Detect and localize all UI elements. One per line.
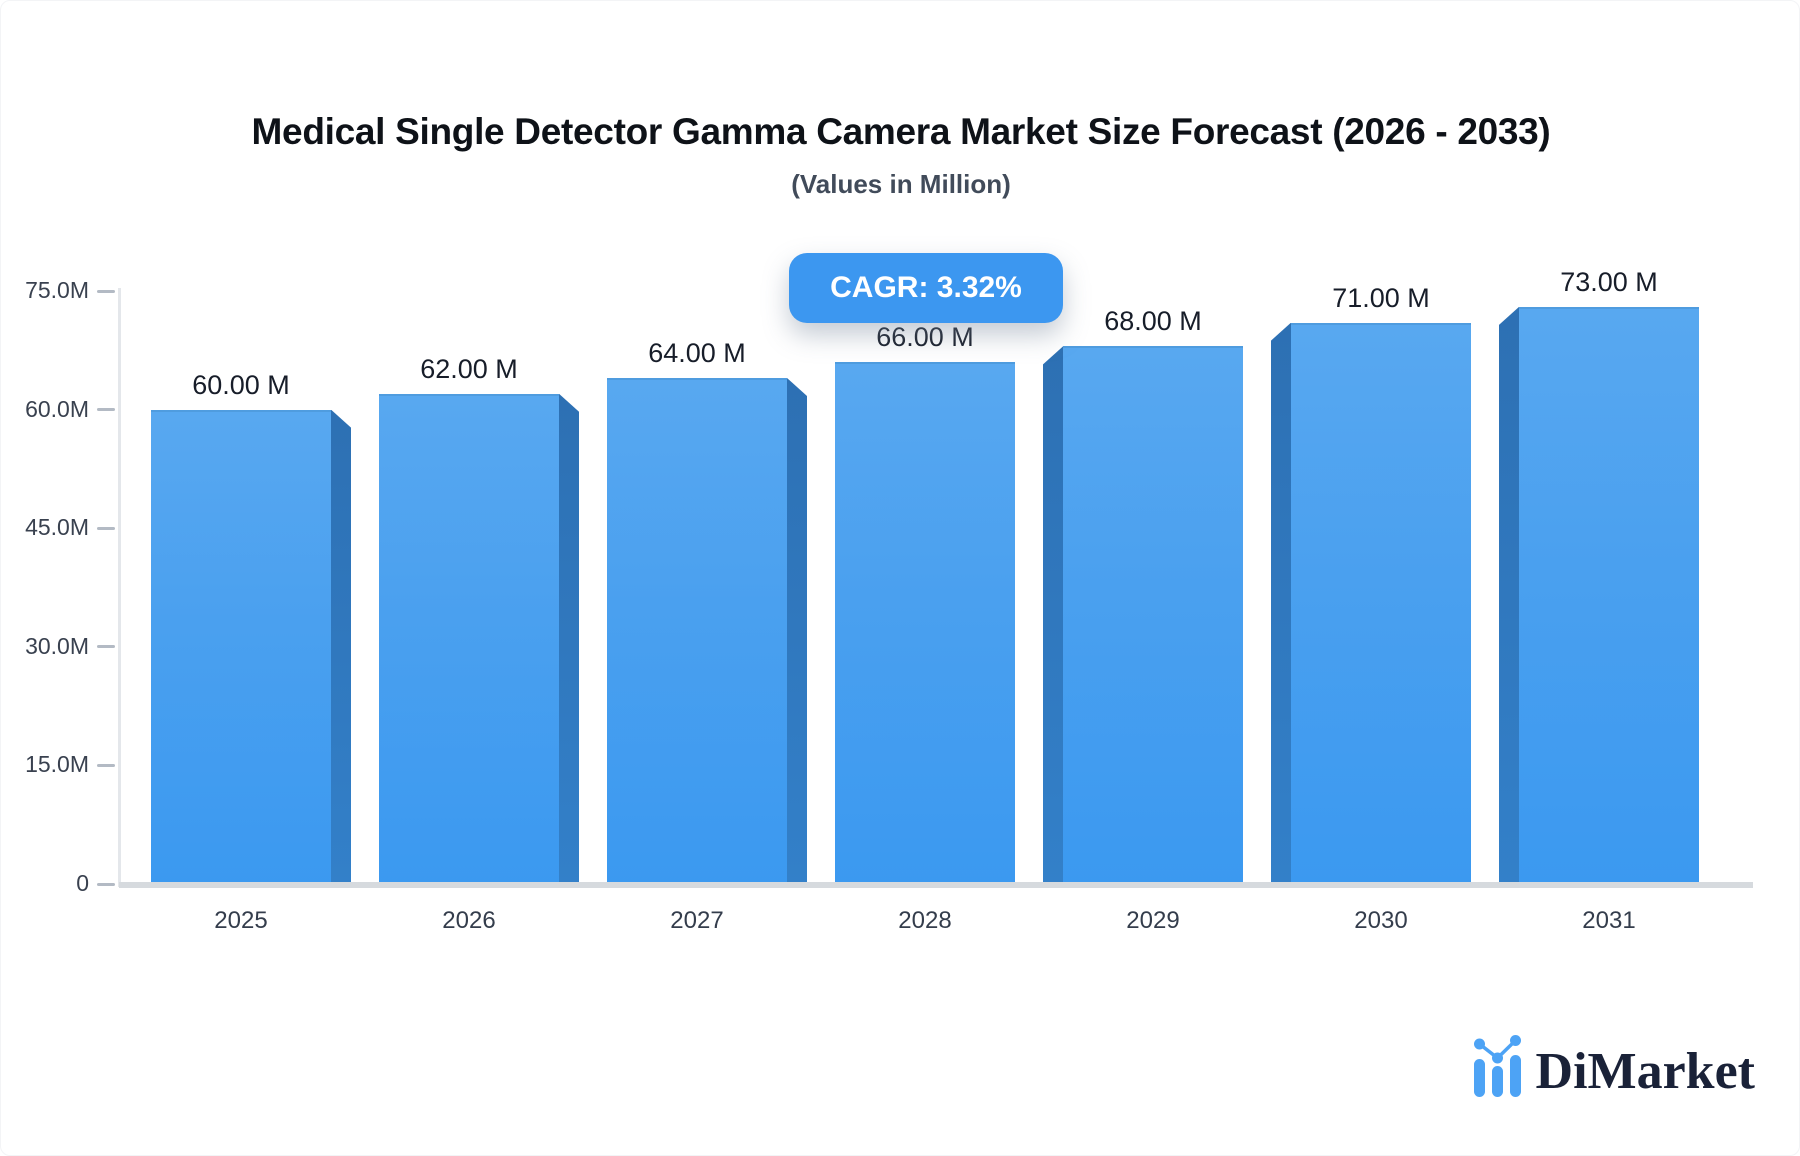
- bar-2031[interactable]: [1519, 306, 1699, 884]
- x-category-label: 2029: [1126, 907, 1180, 934]
- y-tick-label: 30.0M: [25, 632, 89, 659]
- cagr-badge: CAGR: 3.32%: [789, 253, 1063, 323]
- y-tick-label: 15.0M: [25, 751, 89, 778]
- bar-value-label: 68.00 M: [1104, 306, 1202, 337]
- x-category-label: 2030: [1354, 907, 1408, 934]
- bar-side-face: [1043, 346, 1063, 884]
- bar-2025[interactable]: [151, 409, 331, 884]
- bar-side-face: [331, 409, 351, 884]
- bar-value-label: 62.00 M: [420, 353, 518, 384]
- bar-2029[interactable]: [1063, 346, 1243, 884]
- x-category-label: 2028: [898, 907, 952, 934]
- y-tick-label: 0: [76, 870, 89, 896]
- x-category-label: 2026: [442, 907, 496, 934]
- bar-side-face: [1271, 322, 1291, 884]
- bar-2027[interactable]: [607, 377, 787, 884]
- chart-title: Medical Single Detector Gamma Camera Mar…: [251, 111, 1551, 152]
- x-category-label: 2031: [1582, 907, 1636, 934]
- chart-subtitle: (Values in Million): [791, 169, 1011, 199]
- y-axis-line: [118, 288, 121, 887]
- y-tick-label: 60.0M: [25, 395, 89, 422]
- bar-2026[interactable]: [379, 393, 559, 884]
- bar-side-face: [1499, 306, 1519, 884]
- bar-value-label: 64.00 M: [648, 337, 746, 368]
- x-category-label: 2025: [214, 907, 268, 934]
- y-tick-mark: [97, 526, 115, 530]
- bar-value-label: 71.00 M: [1332, 282, 1430, 313]
- bar-value-label: 73.00 M: [1560, 266, 1658, 297]
- bar-value-label: 66.00 M: [876, 322, 974, 353]
- y-tick-mark: [97, 882, 115, 886]
- bar-side-face: [787, 377, 807, 884]
- bar-line-chart-icon: [1473, 1035, 1521, 1097]
- y-tick-mark: [97, 408, 115, 412]
- bar-2028[interactable]: [835, 362, 1015, 884]
- x-axis-baseline: [119, 882, 1753, 888]
- bar-side-face: [559, 393, 579, 884]
- bar-value-label: 60.00 M: [192, 369, 290, 400]
- brand-name: DiMarket: [1535, 1043, 1755, 1100]
- y-tick-mark: [97, 645, 115, 649]
- brand-logo: DiMarket: [1473, 1035, 1755, 1100]
- y-tick-label: 45.0M: [25, 514, 89, 541]
- y-tick-label: 75.0M: [25, 277, 89, 303]
- y-tick-mark: [97, 289, 115, 293]
- y-tick-mark: [97, 763, 115, 767]
- x-category-label: 2027: [670, 907, 724, 934]
- bar-2030[interactable]: [1291, 322, 1471, 884]
